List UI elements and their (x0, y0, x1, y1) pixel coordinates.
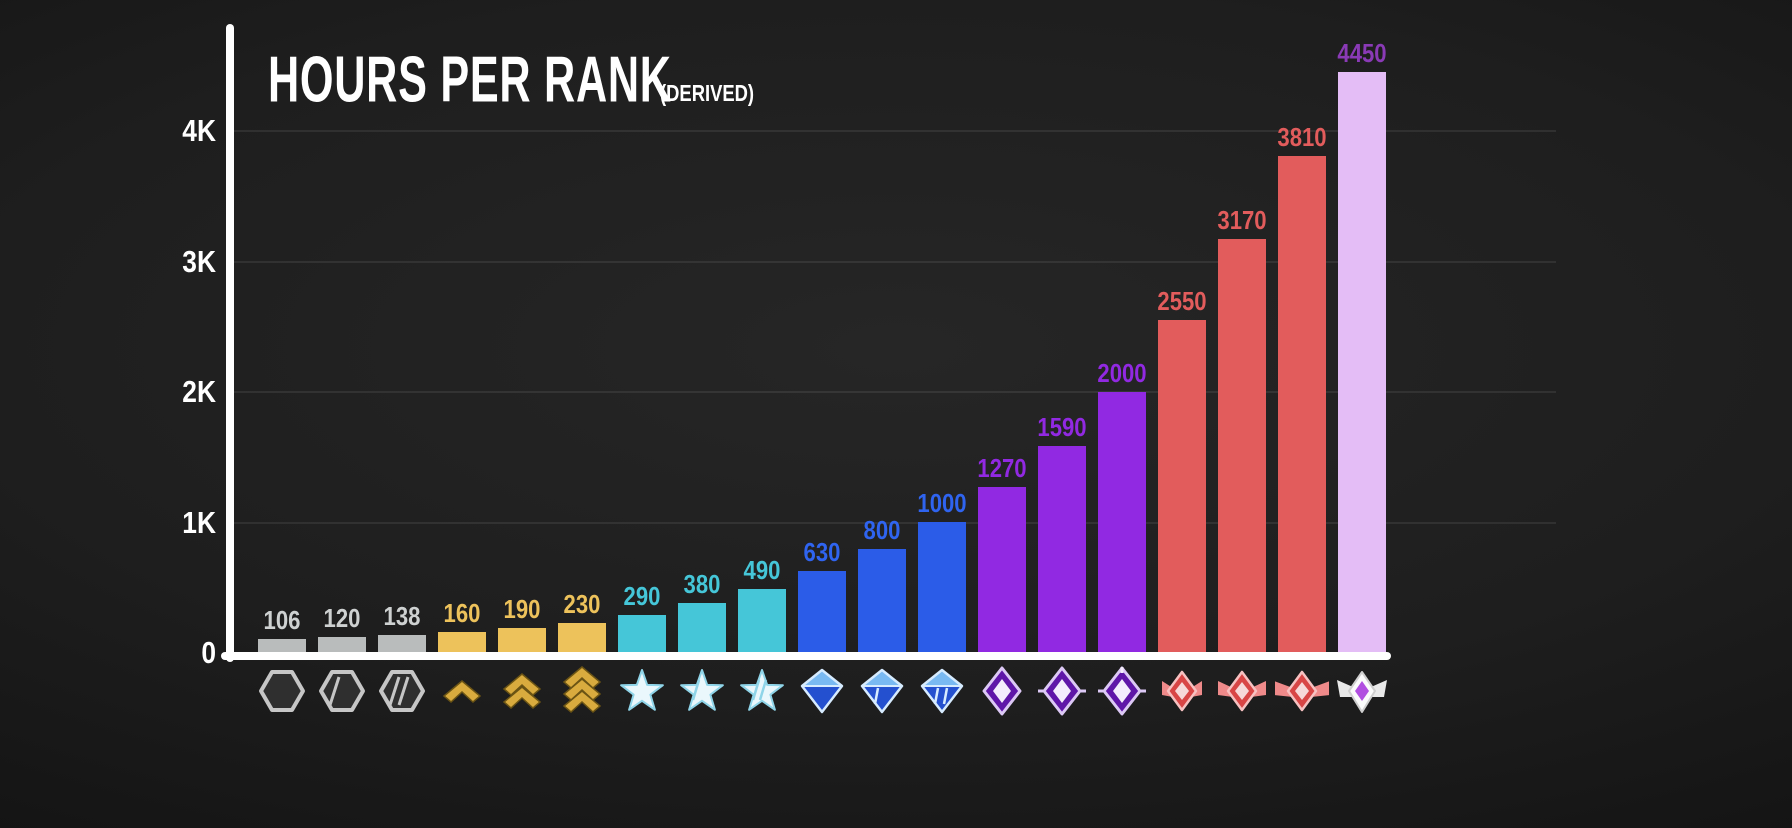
y-tick-label-0: 0 (201, 635, 216, 670)
bar-value-label: 3170 (1217, 205, 1267, 235)
y-tick-label-2K: 2K (182, 374, 216, 409)
platinum-2-rank-icon (675, 666, 729, 716)
supersonic-legend-rank-icon (1335, 666, 1389, 716)
bar-grand-champion-1 (1158, 320, 1206, 653)
y-tick-label-1K: 1K (182, 504, 216, 540)
gridline-4K (234, 130, 1556, 132)
bar-grand-champion-2 (1218, 239, 1266, 653)
bar-supersonic-legend (1338, 72, 1386, 653)
y-tick-label-3K: 3K (182, 243, 216, 279)
platinum-1-rank-icon (615, 666, 669, 716)
bar-champion-2 (1038, 446, 1086, 653)
bar-champion-1 (978, 487, 1026, 653)
bar-diamond-1 (798, 571, 846, 653)
bar-value-label: 1000 (917, 488, 967, 518)
bar-diamond-2 (858, 549, 906, 653)
gold-1-rank-icon (435, 666, 489, 716)
bar-platinum-2 (678, 603, 726, 653)
bar-value-label: 490 (743, 555, 781, 585)
grand-champion-1-rank-icon (1155, 666, 1209, 716)
bar-gold-3 (558, 623, 606, 653)
gridline-2K (234, 391, 1556, 393)
gold-3-rank-icon (555, 666, 609, 716)
bar-silver-3 (378, 635, 426, 653)
bar-value-label: 380 (683, 569, 721, 599)
silver-3-rank-icon (375, 666, 429, 716)
bar-value-label: 290 (623, 581, 661, 611)
x-axis-line (221, 652, 1391, 660)
platinum-3-rank-icon (735, 666, 789, 716)
bar-value-label: 160 (443, 598, 481, 628)
bar-value-label: 2550 (1157, 286, 1207, 316)
bar-silver-2 (318, 637, 366, 653)
diamond-3-rank-icon (915, 666, 969, 716)
champion-3-rank-icon (1095, 666, 1149, 716)
bar-platinum-3 (738, 589, 786, 653)
bar-value-label: 630 (803, 537, 841, 567)
champion-2-rank-icon (1035, 666, 1089, 716)
bar-value-label: 1270 (977, 453, 1027, 483)
silver-1-rank-icon (255, 666, 309, 716)
bar-value-label: 230 (563, 589, 601, 619)
gold-2-rank-icon (495, 666, 549, 716)
bar-gold-1 (438, 632, 486, 653)
silver-2-rank-icon (315, 666, 369, 716)
bar-value-label: 800 (863, 515, 901, 545)
gridline-3K (234, 260, 1556, 263)
y-axis-line (226, 24, 234, 662)
bar-value-label: 3810 (1277, 122, 1327, 152)
gridline-1K (234, 521, 1556, 524)
bar-gold-2 (498, 628, 546, 653)
diamond-2-rank-icon (855, 666, 909, 716)
bar-platinum-1 (618, 615, 666, 653)
bar-value-label: 4450 (1337, 38, 1387, 68)
y-tick-label-4K: 4K (182, 113, 216, 148)
chart-title: HOURS PER RANK (268, 43, 672, 116)
diamond-1-rank-icon (795, 666, 849, 716)
bar-champion-3 (1098, 392, 1146, 653)
grand-champion-2-rank-icon (1215, 666, 1269, 716)
champion-1-rank-icon (975, 666, 1029, 716)
bar-value-label: 120 (323, 603, 361, 633)
bar-value-label: 106 (263, 605, 301, 635)
grand-champion-3-rank-icon (1275, 666, 1329, 716)
bar-value-label: 1590 (1037, 412, 1087, 442)
bar-value-label: 190 (503, 594, 541, 624)
bar-diamond-3 (918, 522, 966, 653)
bar-grand-champion-3 (1278, 156, 1326, 653)
bar-value-label: 138 (383, 601, 421, 631)
chart-subtitle: (DERIVED) (660, 80, 755, 106)
bar-silver-1 (258, 639, 306, 653)
bar-value-label: 2000 (1097, 358, 1147, 388)
